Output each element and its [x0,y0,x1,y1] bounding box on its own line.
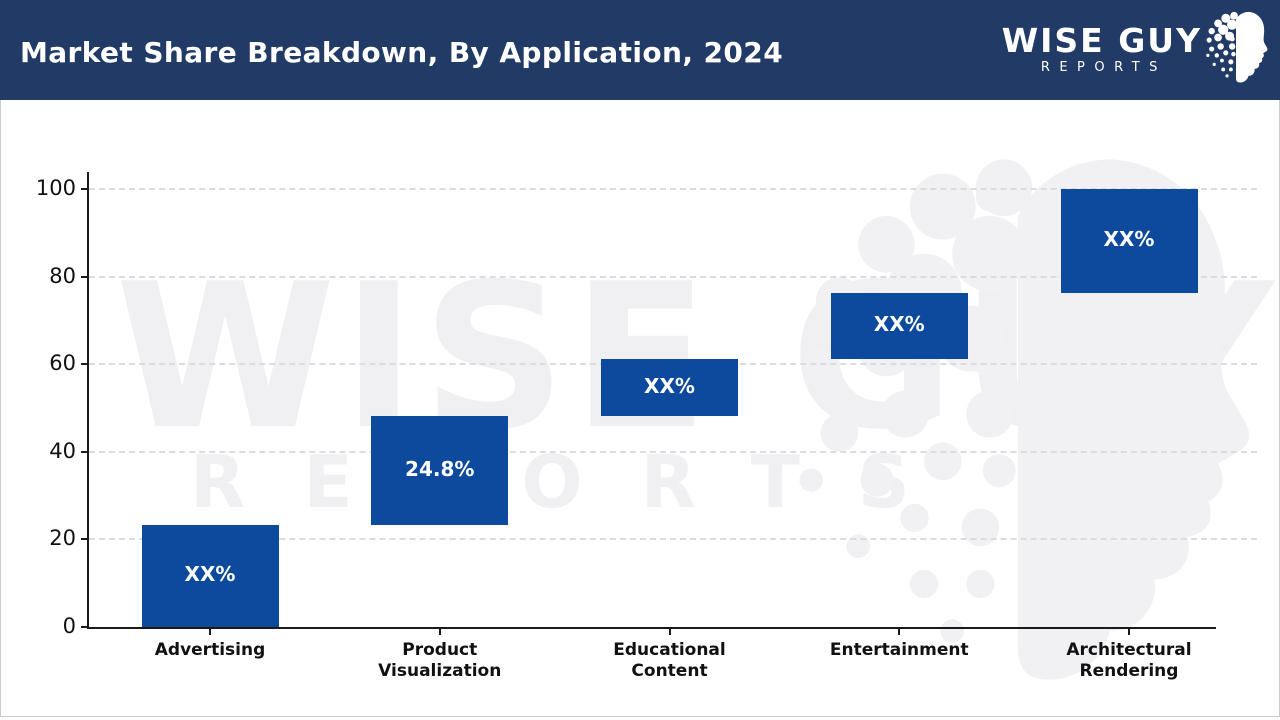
logo-brand-name: WISE GUY [1001,21,1202,60]
bar-segment [601,358,738,417]
category-label: Advertising [154,640,266,660]
bar-segment [141,524,279,627]
y-axis-tick-label: 60 [49,351,76,376]
y-axis-tick [81,450,88,453]
gridline [89,275,1257,278]
bar-segment [1060,189,1198,294]
y-axis-tick [81,363,88,366]
bar-value-label: XX% [184,561,236,586]
x-axis-tick [898,629,901,635]
y-axis-tick [81,538,88,541]
bar-value-label: XX% [644,373,695,398]
wiseguy-head-icon [1204,10,1268,88]
x-axis-tick [668,629,671,635]
category-label: Product Visualization [378,640,502,681]
y-axis-tick [81,275,88,278]
category-label: Educational Content [613,640,726,681]
bar-value-label: XX% [1103,227,1155,252]
bar-segment [371,416,509,525]
y-axis-tick [81,188,88,190]
gridline [89,450,1257,453]
x-axis-tick [438,629,441,635]
wiseguy-logo: WISE GUY REPORTS [1002,10,1268,88]
header: Market Share Breakdown, By Application, … [0,0,1280,100]
page-title: Market Share Breakdown, By Application, … [20,36,784,69]
category-label: Architectural Rendering [1066,640,1192,681]
wiseguy-logo-text: WISE GUY REPORTS [1002,22,1202,76]
gridline [89,538,1257,541]
gridline [89,188,1257,190]
logo-brand-subtitle: REPORTS [1040,60,1167,75]
y-axis-tick-label: 100 [35,176,76,200]
y-axis-tick [81,626,88,628]
x-axis-tick [209,629,211,635]
y-axis-tick-label: 20 [49,526,76,551]
x-axis-tick [1128,629,1130,635]
y-axis-tick-label: 80 [49,263,76,288]
bar-value-label: XX% [873,312,925,337]
x-axis-line [87,627,1216,629]
y-axis-line [87,172,89,629]
y-axis-tick-label: 40 [49,438,76,463]
bar-segment [830,293,968,359]
bar-value-label: 24.8% [405,456,475,481]
category-label: Entertainment [829,640,969,660]
y-axis-tick-label: 0 [62,614,76,638]
